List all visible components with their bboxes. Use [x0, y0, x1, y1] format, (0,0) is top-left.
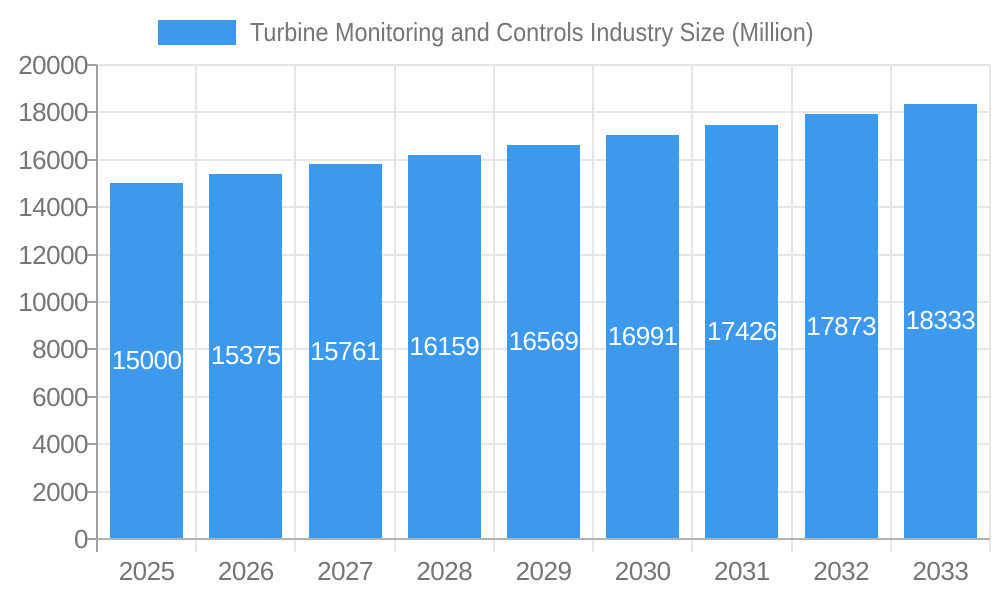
- vertical-gridline: [691, 65, 694, 552]
- vertical-gridline: [492, 65, 495, 552]
- y-axis-label: 12000: [18, 239, 88, 270]
- y-axis-tick: [87, 443, 97, 446]
- horizontal-gridline: [97, 111, 990, 114]
- chart-title: Turbine Monitoring and Controls Industry…: [250, 17, 814, 47]
- y-axis-label: 0: [74, 524, 88, 554]
- legend-swatch: [158, 20, 236, 45]
- bar-2030[interactable]: 16991: [606, 135, 680, 538]
- x-axis-label: 2026: [217, 556, 274, 586]
- vertical-gridline: [790, 65, 793, 552]
- y-axis-tick: [87, 395, 97, 398]
- y-axis-label: 16000: [18, 144, 88, 175]
- y-axis-tick: [87, 206, 97, 209]
- x-axis-label: 2032: [813, 556, 870, 586]
- x-axis-label: 2027: [317, 556, 373, 586]
- x-axis-label: 2028: [416, 556, 473, 586]
- y-axis-tick: [87, 111, 97, 114]
- y-axis-label: 14000: [18, 192, 88, 223]
- bar-value-label: 16569: [508, 326, 579, 357]
- bar-2032[interactable]: 17873: [804, 114, 878, 538]
- horizontal-gridline: [97, 64, 990, 66]
- bar-value-label: 17873: [806, 310, 877, 341]
- x-axis-label: 2031: [714, 556, 770, 586]
- bar-2033[interactable]: 18333: [903, 103, 977, 538]
- y-axis-tick: [87, 64, 97, 66]
- vertical-gridline: [989, 65, 991, 552]
- bar-value-label: 17426: [707, 316, 777, 346]
- bar-value-label: 16159: [409, 331, 480, 362]
- bar-2026[interactable]: 15375: [209, 173, 283, 538]
- bar-2027[interactable]: 15761: [308, 164, 382, 538]
- x-axis-label: 2025: [118, 556, 175, 586]
- y-axis-label: 18000: [18, 97, 88, 128]
- vertical-gridline: [195, 65, 198, 552]
- bar-value-label: 18333: [905, 305, 976, 336]
- vertical-gridline: [889, 65, 892, 552]
- vertical-gridline: [393, 65, 396, 552]
- x-axis-label: 2029: [515, 556, 572, 586]
- y-axis-tick: [87, 538, 97, 540]
- x-axis-label: 2030: [614, 556, 671, 586]
- y-axis-label: 8000: [32, 334, 88, 365]
- y-axis-tick: [87, 490, 97, 493]
- x-axis-label: 2033: [912, 556, 969, 586]
- vertical-gridline: [294, 65, 297, 552]
- bar-value-label: 15761: [310, 335, 380, 366]
- y-axis-line: [96, 65, 98, 552]
- y-axis-label: 10000: [18, 287, 88, 317]
- legend: Turbine Monitoring and Controls Industry…: [0, 0, 1000, 55]
- y-axis-tick: [87, 301, 97, 303]
- y-axis-tick: [87, 348, 97, 351]
- bar-value-label: 16991: [607, 321, 678, 352]
- x-axis-baseline: [97, 538, 990, 540]
- plot-area: 15000 15375 15761 16159 16569 16991 17426 17873…: [87, 64, 991, 552]
- bar-2028[interactable]: 16159: [407, 155, 481, 538]
- y-axis-label: 2000: [32, 476, 88, 507]
- bar-value-label: 15375: [210, 340, 281, 371]
- y-axis-label: 6000: [32, 381, 88, 412]
- y-axis-label: 20000: [18, 50, 88, 80]
- bar-2031[interactable]: 17426: [705, 125, 779, 538]
- y-axis-tick: [87, 158, 97, 161]
- bar-2029[interactable]: 16569: [507, 145, 580, 538]
- bar-value-label: 15000: [111, 344, 182, 375]
- vertical-gridline: [592, 65, 595, 552]
- bar-2025[interactable]: 15000: [110, 182, 184, 538]
- y-axis-label: 4000: [32, 429, 88, 460]
- y-axis-tick: [87, 253, 97, 256]
